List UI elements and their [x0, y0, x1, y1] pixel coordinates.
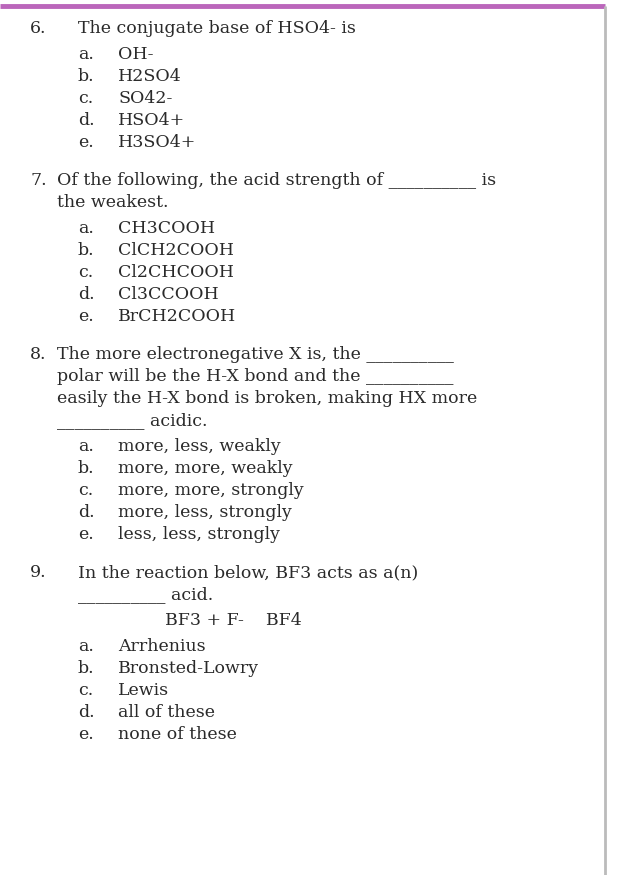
Text: e.: e. — [78, 726, 94, 743]
Text: all of these: all of these — [118, 704, 215, 721]
Text: BF3 + F-    BF4: BF3 + F- BF4 — [165, 612, 302, 629]
Text: more, more, strongly: more, more, strongly — [118, 482, 304, 499]
Text: more, less, weakly: more, less, weakly — [118, 438, 281, 455]
Text: b.: b. — [78, 660, 95, 677]
Text: OH-: OH- — [118, 46, 153, 63]
Text: easily the H-X bond is broken, making HX more: easily the H-X bond is broken, making HX… — [57, 390, 477, 407]
Text: b.: b. — [78, 242, 95, 259]
Text: more, more, weakly: more, more, weakly — [118, 460, 293, 477]
Text: Cl2CHCOOH: Cl2CHCOOH — [118, 264, 234, 281]
Text: HSO4+: HSO4+ — [118, 112, 185, 129]
Text: __________ acid.: __________ acid. — [78, 586, 213, 603]
Text: H2SO4: H2SO4 — [118, 68, 182, 85]
Text: e.: e. — [78, 526, 94, 543]
Text: a.: a. — [78, 220, 94, 237]
Text: d.: d. — [78, 112, 95, 129]
Text: 7.: 7. — [30, 172, 46, 189]
Text: b.: b. — [78, 68, 95, 85]
Text: the weakest.: the weakest. — [57, 194, 169, 211]
Text: none of these: none of these — [118, 726, 237, 743]
Text: b.: b. — [78, 460, 95, 477]
Text: The conjugate base of HSO4- is: The conjugate base of HSO4- is — [78, 20, 356, 37]
Text: CH3COOH: CH3COOH — [118, 220, 215, 237]
Text: H3SO4+: H3SO4+ — [118, 134, 197, 151]
Text: ClCH2COOH: ClCH2COOH — [118, 242, 234, 259]
Text: polar will be the H-X bond and the __________: polar will be the H-X bond and the _____… — [57, 368, 454, 385]
Text: The more electronegative X is, the __________: The more electronegative X is, the _____… — [57, 346, 454, 363]
Text: d.: d. — [78, 504, 95, 521]
Text: 9.: 9. — [30, 564, 46, 581]
Text: 6.: 6. — [30, 20, 46, 37]
Text: less, less, strongly: less, less, strongly — [118, 526, 280, 543]
Text: d.: d. — [78, 704, 95, 721]
Text: c.: c. — [78, 90, 93, 107]
Text: Lewis: Lewis — [118, 682, 169, 699]
Text: Bronsted-Lowry: Bronsted-Lowry — [118, 660, 259, 677]
Text: c.: c. — [78, 482, 93, 499]
Text: BrCH2COOH: BrCH2COOH — [118, 308, 236, 325]
Text: SO42-: SO42- — [118, 90, 172, 107]
Text: e.: e. — [78, 134, 94, 151]
Text: Arrhenius: Arrhenius — [118, 638, 206, 655]
Text: a.: a. — [78, 438, 94, 455]
Text: 8.: 8. — [30, 346, 46, 363]
Text: more, less, strongly: more, less, strongly — [118, 504, 292, 521]
Text: d.: d. — [78, 286, 95, 303]
Text: c.: c. — [78, 264, 93, 281]
Text: Cl3CCOOH: Cl3CCOOH — [118, 286, 219, 303]
Text: a.: a. — [78, 46, 94, 63]
Text: c.: c. — [78, 682, 93, 699]
Text: In the reaction below, BF3 acts as a(n): In the reaction below, BF3 acts as a(n) — [78, 564, 418, 581]
Text: __________ acidic.: __________ acidic. — [57, 412, 208, 429]
Text: e.: e. — [78, 308, 94, 325]
Text: Of the following, the acid strength of __________ is: Of the following, the acid strength of _… — [57, 172, 496, 189]
Text: a.: a. — [78, 638, 94, 655]
